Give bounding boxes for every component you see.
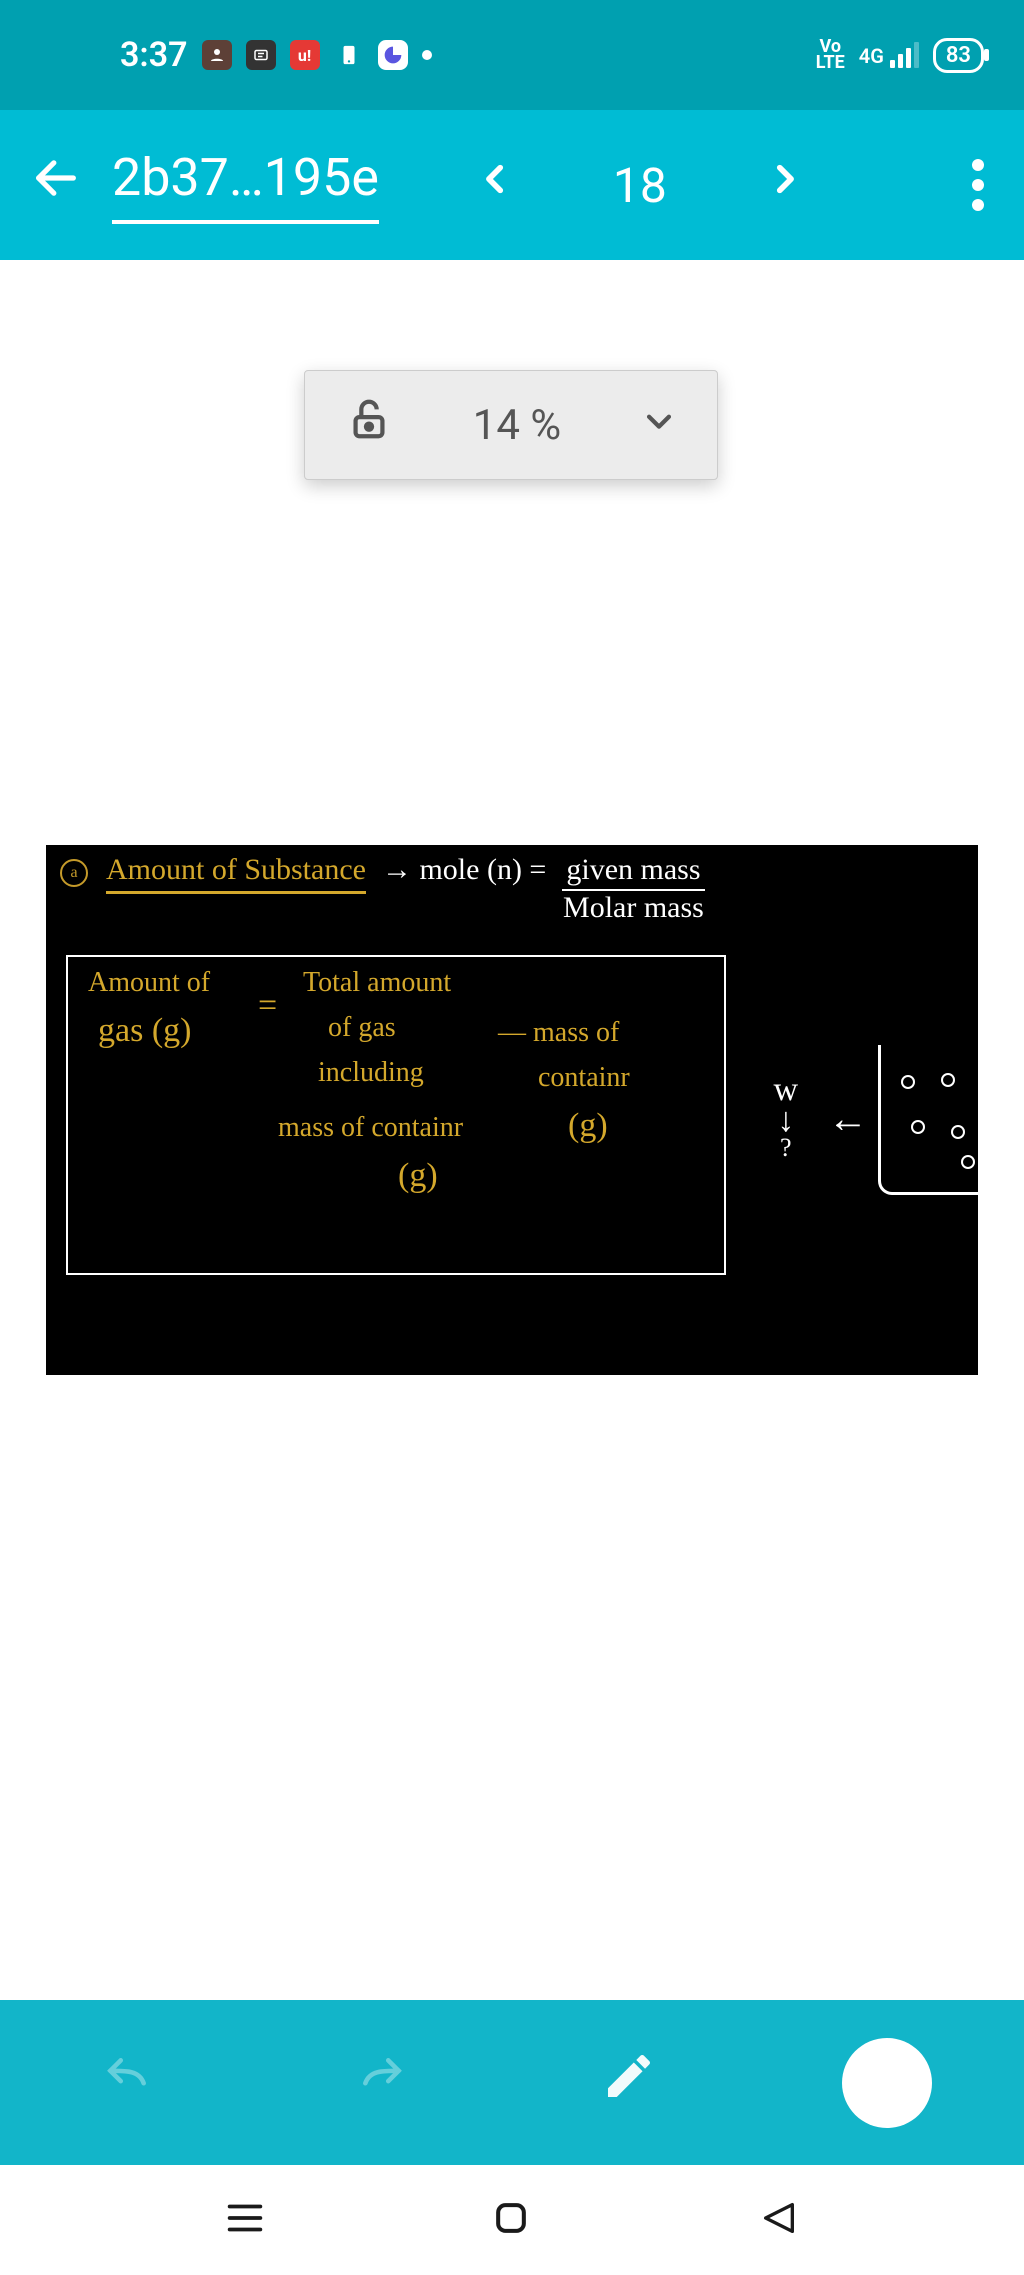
page-number: 18 [613,157,667,214]
zoom-percent: 14 % [473,401,561,450]
jar-w-letter: w [773,1075,798,1106]
undo-button[interactable] [92,2050,162,2116]
mole-lhs: → mole (n) = [382,853,546,887]
status-bar: 3:37 u! Vo LTE 4G 83 [0,0,1024,110]
fraction-denominator: Molar mass [563,891,704,924]
page-title[interactable]: 2b37…195e [112,147,379,224]
home-button[interactable] [489,2196,533,2244]
back-button[interactable] [30,152,82,218]
bottom-toolbar [0,2000,1024,2165]
jar-weight-label: w ↓ ? [773,1075,798,1160]
network-indicator: 4G [859,42,919,68]
slide-heading: Amount of Substance [106,853,366,894]
box-minus-1: — mass of [498,1017,619,1049]
box-left-1: Amount of [88,967,210,999]
overflow-menu-button[interactable] [972,159,994,211]
box-right-3: including [318,1057,424,1089]
battery-indicator: 83 [933,38,984,73]
notif-overflow-dot [422,50,432,60]
notif-icon-3: u! [290,40,320,70]
arrow-left-icon: ← [828,1095,868,1142]
lock-open-icon[interactable] [346,396,392,454]
next-page-button[interactable] [757,156,811,214]
recents-button[interactable] [222,2195,268,2245]
zoom-control[interactable]: 14 % [304,370,718,480]
notif-icon-1 [202,40,232,70]
clock: 3:37 [120,35,188,75]
formula-box: Amount of gas (g) = Total amount of gas … [66,955,726,1275]
system-navigation [0,2165,1024,2275]
slide-blackboard: a Amount of Substance → mole (n) = given… [46,845,978,1375]
notif-icon-5 [378,40,408,70]
box-right-5: (g) [398,1157,438,1195]
box-left-2: gas (g) [98,1012,191,1050]
status-right: Vo LTE 4G 83 [816,38,984,73]
arrow-down-icon: ↓ [777,1106,794,1137]
record-button[interactable] [842,2038,932,2128]
network-type: 4G [859,44,884,68]
box-equals: = [258,987,277,1025]
chevron-down-icon[interactable] [642,404,676,447]
fraction-numerator: given mass [562,853,704,891]
volte-icon: Vo LTE [816,39,845,71]
edit-pencil-button[interactable] [601,2048,657,2118]
question-mark: ? [780,1136,792,1159]
app-bar: 2b37…195e 18 [0,110,1024,260]
notif-icon-2 [246,40,276,70]
notif-icon-4 [334,40,364,70]
prev-page-button[interactable] [469,156,523,214]
box-minus-3: (g) [568,1107,608,1145]
back-nav-button[interactable] [755,2198,803,2242]
box-right-2: of gas [328,1012,396,1044]
mole-fraction: given mass Molar mass [562,853,704,924]
status-left: 3:37 u! [120,35,432,75]
redo-button[interactable] [347,2050,417,2116]
box-minus-2: containr [538,1062,630,1094]
slide-heading-row: Amount of Substance → mole (n) = given m… [106,853,705,924]
jar-diagram [878,1045,1018,1195]
bullet-marker: a [60,859,88,887]
signal-bars-icon [890,42,919,68]
box-right-4: mass of containr [278,1112,463,1144]
box-right-1: Total amount [303,967,451,999]
